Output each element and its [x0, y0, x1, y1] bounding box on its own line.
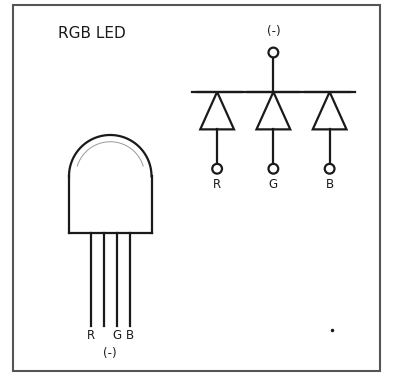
Circle shape — [212, 164, 222, 174]
Text: B: B — [325, 178, 334, 191]
Text: (-): (-) — [266, 26, 280, 38]
Text: G: G — [112, 329, 121, 342]
Text: G: G — [269, 178, 278, 191]
FancyBboxPatch shape — [13, 4, 380, 370]
Circle shape — [268, 48, 278, 57]
Text: (-): (-) — [103, 347, 117, 360]
Text: B: B — [126, 329, 134, 342]
Polygon shape — [200, 92, 234, 129]
Text: R: R — [213, 178, 221, 191]
Text: RGB LED: RGB LED — [58, 26, 125, 41]
Circle shape — [268, 164, 278, 174]
Polygon shape — [257, 92, 290, 129]
Text: R: R — [87, 329, 95, 342]
Circle shape — [325, 164, 334, 174]
Polygon shape — [313, 92, 347, 129]
